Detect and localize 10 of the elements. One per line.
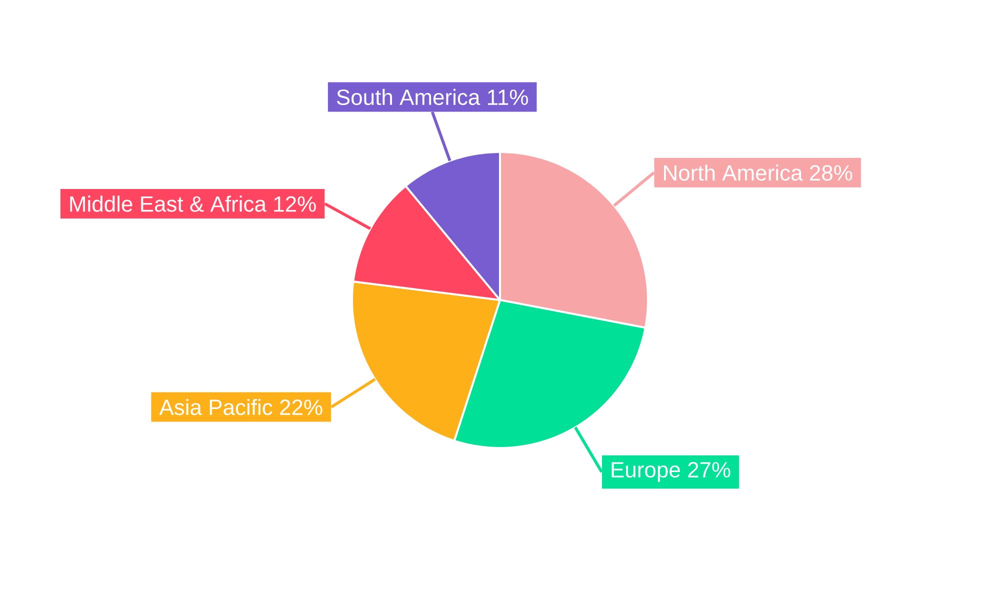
slice-label: Asia Pacific [159,398,272,416]
data-label: 28% [810,165,852,181]
data-label: 11% [488,90,528,105]
slice-label: Europe [612,462,680,482]
data-label: 22% [280,400,322,416]
data-label: 27% [688,462,730,478]
slice-label: South America [336,88,480,106]
slice-label: North America [664,164,803,181]
slice-label: Middle East & Africa [70,196,266,212]
data-label: 12% [274,196,316,212]
